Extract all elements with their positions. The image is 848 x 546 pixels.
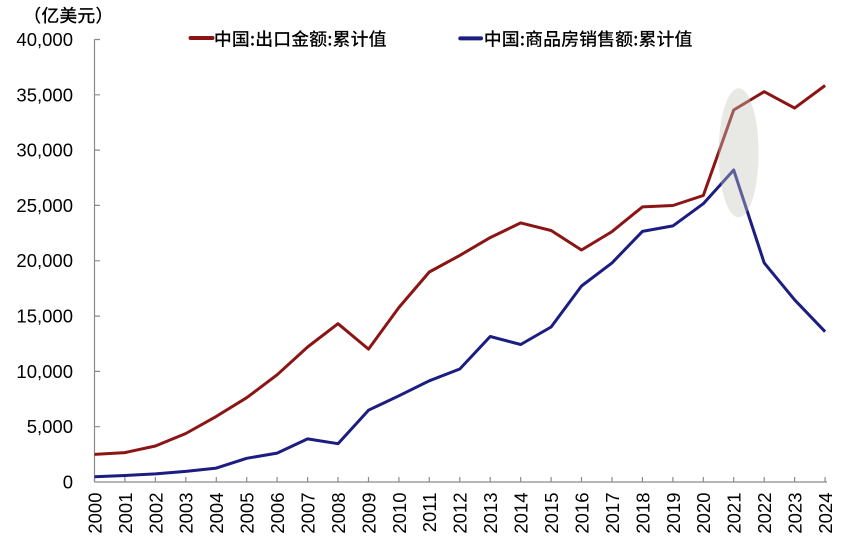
svg-text:5,000: 5,000 <box>27 416 73 437</box>
svg-text:2020: 2020 <box>693 493 714 534</box>
svg-text:2013: 2013 <box>480 493 501 534</box>
svg-text:2010: 2010 <box>389 493 410 534</box>
svg-text:2006: 2006 <box>267 493 288 534</box>
svg-text:2021: 2021 <box>724 493 745 534</box>
svg-text:2005: 2005 <box>237 493 258 534</box>
svg-text:2009: 2009 <box>358 493 379 534</box>
svg-text:0: 0 <box>63 472 73 493</box>
svg-text:2015: 2015 <box>541 493 562 534</box>
svg-text:2017: 2017 <box>602 493 623 534</box>
svg-text:2019: 2019 <box>663 493 684 534</box>
svg-text:40,000: 40,000 <box>16 29 73 50</box>
svg-text:15,000: 15,000 <box>16 306 73 327</box>
svg-text:2014: 2014 <box>511 493 532 534</box>
svg-text:2024: 2024 <box>815 493 836 534</box>
svg-text:2018: 2018 <box>632 493 653 534</box>
svg-text:2012: 2012 <box>450 493 471 534</box>
svg-text:25,000: 25,000 <box>16 195 73 216</box>
svg-text:2004: 2004 <box>206 493 227 534</box>
svg-text:2001: 2001 <box>115 493 136 534</box>
svg-text:2008: 2008 <box>328 493 349 534</box>
svg-text:10,000: 10,000 <box>16 361 73 382</box>
svg-text:2002: 2002 <box>145 493 166 534</box>
svg-text:30,000: 30,000 <box>16 140 73 161</box>
svg-text:2011: 2011 <box>419 493 440 533</box>
svg-text:2003: 2003 <box>176 493 197 534</box>
svg-text:2023: 2023 <box>785 493 806 534</box>
svg-text:2007: 2007 <box>298 493 319 534</box>
svg-text:2000: 2000 <box>84 493 105 534</box>
svg-text:2022: 2022 <box>754 493 775 534</box>
svg-text:2016: 2016 <box>571 493 592 534</box>
svg-text:35,000: 35,000 <box>16 84 73 105</box>
svg-text:20,000: 20,000 <box>16 250 73 271</box>
